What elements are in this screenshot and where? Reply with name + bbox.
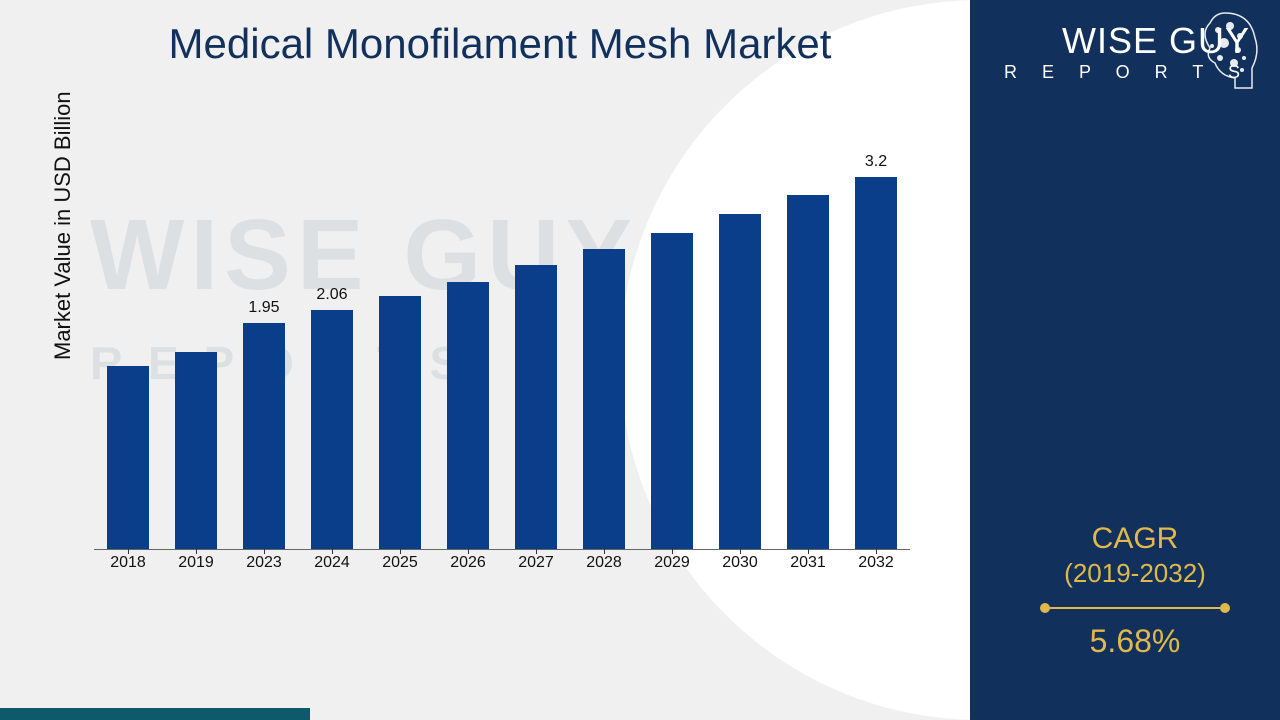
cagr-value: 5.68% (1020, 623, 1250, 660)
x-tick-label: 2018 (94, 554, 162, 572)
chart-title: Medical Monofilament Mesh Market (60, 20, 940, 68)
x-axis-line (94, 549, 910, 550)
bar-column (162, 328, 230, 550)
bar (855, 177, 897, 550)
bar (651, 233, 693, 550)
cagr-range: (2019-2032) (1020, 558, 1250, 589)
bar-column (94, 342, 162, 550)
bar-column (706, 190, 774, 550)
bar (447, 282, 489, 550)
plot-region: 1.95 2.06 3.2 (94, 130, 910, 550)
x-tick-label: 2026 (434, 554, 502, 572)
chart-area: WISE GUYR E P O R T S Medical Monofilame… (0, 0, 970, 720)
x-tick-label: 2028 (570, 554, 638, 572)
brand-name: WISE GUY (1004, 20, 1250, 62)
x-tick-label: 2031 (774, 554, 842, 572)
bar-column (434, 258, 502, 550)
x-axis: 2018201920232024202520262027202820292030… (94, 554, 910, 572)
bar (107, 366, 149, 550)
bar-column: 2.06 (298, 286, 366, 550)
bar (175, 352, 217, 550)
bar-column: 1.95 (230, 299, 298, 551)
bar-column (570, 225, 638, 550)
x-tick-label: 2019 (162, 554, 230, 572)
bar (515, 265, 557, 550)
bar-value-label: 2.06 (316, 286, 347, 306)
side-panel: WISE GUY R E P O R T S CAGR (2019-2032) … (970, 0, 1280, 720)
bar (719, 214, 761, 550)
bar-chart: Market Value in USD Billion 1.952.063.2 … (70, 130, 910, 590)
bar-column (638, 209, 706, 550)
x-tick-label: 2023 (230, 554, 298, 572)
brand-tagline: R E P O R T S (1004, 62, 1250, 83)
x-tick-label: 2029 (638, 554, 706, 572)
bar (583, 249, 625, 550)
bar (787, 195, 829, 550)
cagr-divider (1045, 607, 1225, 609)
bar-value-label: 3.2 (865, 153, 887, 173)
bar-column (366, 272, 434, 550)
bar (311, 310, 353, 550)
x-tick-label: 2024 (298, 554, 366, 572)
x-tick-label: 2027 (502, 554, 570, 572)
bar-column (502, 241, 570, 550)
bar-column: 3.2 (842, 153, 910, 550)
bottom-accent-strip (0, 708, 310, 720)
bar (379, 296, 421, 550)
x-tick-label: 2030 (706, 554, 774, 572)
x-tick-label: 2032 (842, 554, 910, 572)
y-axis-label: Market Value in USD Billion (50, 91, 76, 360)
x-tick-label: 2025 (366, 554, 434, 572)
bar-column (774, 171, 842, 550)
bar-value-label: 1.95 (248, 299, 279, 319)
brand-logo: WISE GUY R E P O R T S (1004, 20, 1250, 83)
cagr-label: CAGR (1020, 522, 1250, 556)
cagr-callout: CAGR (2019-2032) 5.68% (1020, 522, 1250, 660)
bar (243, 323, 285, 551)
